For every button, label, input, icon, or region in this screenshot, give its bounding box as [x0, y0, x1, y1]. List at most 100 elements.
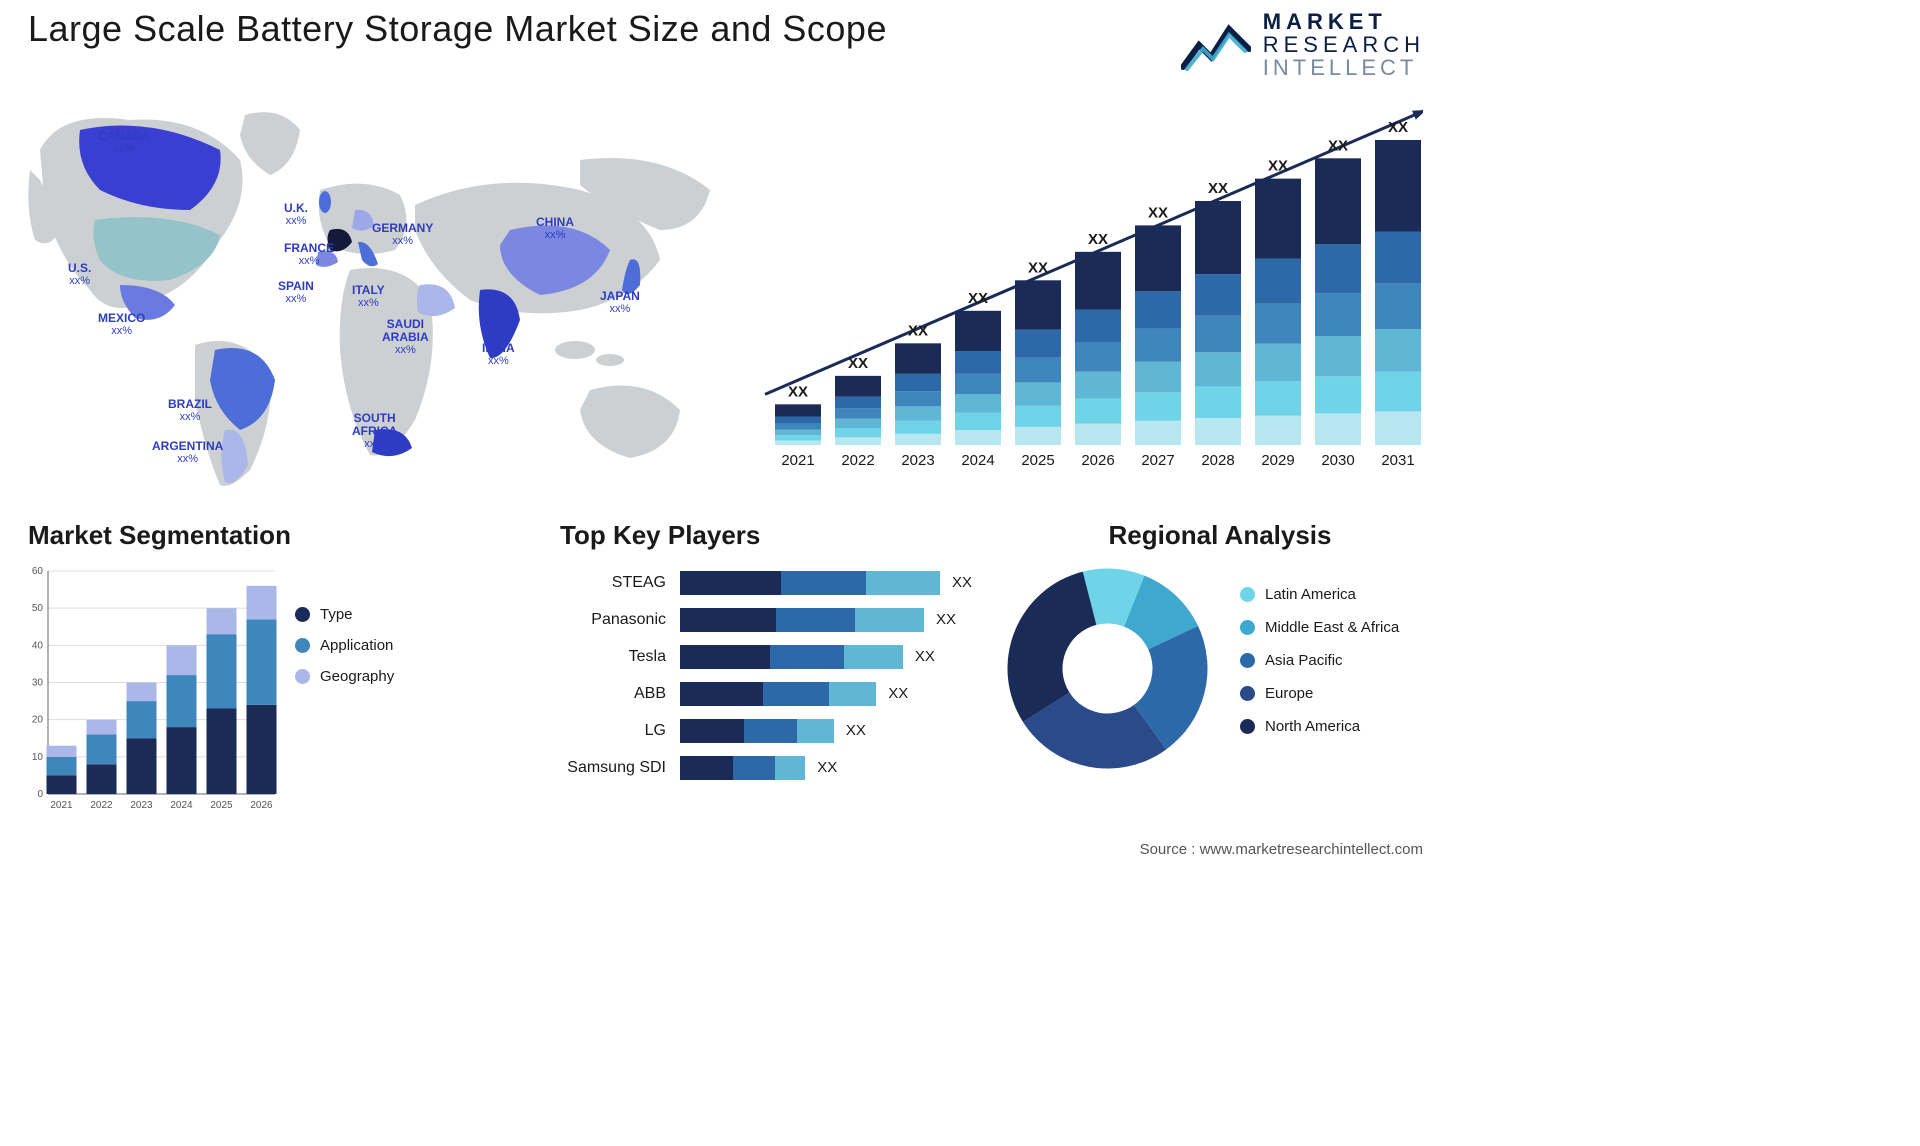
player-value: XX: [846, 722, 866, 739]
svg-text:10: 10: [32, 752, 44, 763]
player-bar-segment: [680, 719, 744, 743]
player-bar: [680, 719, 834, 743]
svg-text:XX: XX: [1328, 137, 1348, 154]
legend-label: Type: [320, 606, 353, 623]
svg-text:60: 60: [32, 566, 44, 577]
svg-text:0: 0: [37, 789, 43, 800]
regional-legend-item: Middle East & Africa: [1240, 619, 1399, 636]
player-bar-segment: [776, 608, 856, 632]
player-bar-segment: [744, 719, 797, 743]
svg-text:2025: 2025: [1021, 452, 1054, 469]
svg-text:2021: 2021: [781, 452, 814, 469]
legend-label: Application: [320, 637, 393, 654]
segmentation-section: Market Segmentation 01020304050602021202…: [20, 520, 450, 816]
svg-text:2025: 2025: [210, 800, 233, 811]
map-label-italy: ITALYxx%: [352, 284, 385, 309]
player-bar-segment: [775, 756, 805, 780]
player-name: Panasonic: [560, 611, 680, 629]
svg-text:XX: XX: [788, 383, 808, 400]
regional-donut-chart: [1000, 561, 1215, 776]
player-row: Panasonic XX: [560, 606, 980, 633]
legend-label: Asia Pacific: [1265, 652, 1343, 669]
player-bar-segment: [797, 719, 834, 743]
player-bar: [680, 571, 940, 595]
map-label-safrica: SOUTHAFRICAxx%: [352, 412, 397, 450]
player-value: XX: [817, 759, 837, 776]
player-row: LG XX: [560, 717, 980, 744]
seg-legend-item: Geography: [295, 668, 394, 685]
regional-legend-item: Europe: [1240, 685, 1399, 702]
svg-text:2030: 2030: [1321, 452, 1354, 469]
svg-text:XX: XX: [968, 290, 988, 307]
player-bar-segment: [763, 682, 829, 706]
map-label-japan: JAPANxx%: [600, 290, 640, 315]
regional-legend: Latin America Middle East & Africa Asia Pa…: [1240, 586, 1399, 751]
legend-swatch: [1240, 686, 1255, 701]
svg-text:XX: XX: [1388, 119, 1408, 136]
map-label-germany: GERMANYxx%: [372, 222, 433, 247]
map-label-france: FRANCExx%: [284, 242, 334, 267]
segmentation-legend: Type Application Geography: [295, 606, 394, 816]
svg-text:2024: 2024: [961, 452, 994, 469]
player-row: TeslaXX: [560, 643, 980, 670]
legend-label: Europe: [1265, 685, 1313, 702]
regional-legend-item: Asia Pacific: [1240, 652, 1399, 669]
source-attribution: Source : www.marketresearchintellect.com: [1140, 841, 1423, 858]
regional-legend-item: Latin America: [1240, 586, 1399, 603]
player-name: STEAG: [560, 574, 680, 592]
svg-text:XX: XX: [1268, 158, 1288, 175]
player-bar-segment: [844, 645, 902, 669]
segmentation-chart: 0102030405060202120222023202420252026: [20, 561, 280, 816]
forecast-bar-chart: XX2021XX2022XX2023XX2024XX2025XX2026XX20…: [753, 100, 1423, 475]
svg-text:XX: XX: [1088, 231, 1108, 248]
svg-text:30: 30: [32, 678, 44, 689]
player-bar: [680, 608, 924, 632]
legend-label: North America: [1265, 718, 1360, 735]
map-label-china: CHINAxx%: [536, 216, 574, 241]
player-value: XX: [888, 685, 908, 702]
player-value: XX: [952, 574, 972, 591]
map-label-uk: U.K.xx%: [284, 202, 308, 227]
svg-text:50: 50: [32, 603, 44, 614]
player-bar-segment: [770, 645, 844, 669]
svg-text:20: 20: [32, 715, 44, 726]
map-label-canada: CANADAxx%: [98, 130, 150, 155]
legend-swatch: [1240, 653, 1255, 668]
map-label-brazil: BRAZILxx%: [168, 398, 212, 423]
svg-text:XX: XX: [848, 355, 868, 372]
svg-text:2026: 2026: [250, 800, 273, 811]
svg-text:XX: XX: [1208, 180, 1228, 197]
player-bar: [680, 645, 903, 669]
map-label-mexico: MEXICOxx%: [98, 312, 145, 337]
player-value: XX: [915, 648, 935, 665]
svg-text:2027: 2027: [1141, 452, 1174, 469]
player-bar-segment: [855, 608, 924, 632]
player-value: XX: [936, 611, 956, 628]
svg-text:2024: 2024: [170, 800, 193, 811]
player-bar-segment: [866, 571, 940, 595]
player-row: STEAG XX: [560, 569, 980, 596]
svg-text:40: 40: [32, 640, 44, 651]
svg-text:2022: 2022: [90, 800, 113, 811]
map-label-saudi: SAUDIARABIAxx%: [382, 318, 429, 356]
seg-legend-item: Application: [295, 637, 394, 654]
legend-swatch: [295, 607, 310, 622]
svg-text:2029: 2029: [1261, 452, 1294, 469]
map-label-us: U.S.xx%: [68, 262, 91, 287]
player-bar-segment: [680, 571, 781, 595]
regional-section: Regional Analysis Latin America Middle Ea…: [1000, 520, 1440, 776]
player-name: LG: [560, 722, 680, 740]
player-bar-segment: [680, 682, 763, 706]
brand-logo: MARKET RESEARCH INTELLECT: [1181, 10, 1425, 79]
svg-text:2023: 2023: [130, 800, 153, 811]
player-bar-segment: [829, 682, 877, 706]
svg-text:XX: XX: [1028, 259, 1048, 276]
legend-swatch: [1240, 719, 1255, 734]
legend-label: Geography: [320, 668, 394, 685]
svg-text:2023: 2023: [901, 452, 934, 469]
segmentation-title: Market Segmentation: [28, 520, 450, 551]
player-bar-segment: [781, 571, 866, 595]
regional-title: Regional Analysis: [1000, 520, 1440, 551]
world-map: CANADAxx%U.S.xx%MEXICOxx%BRAZILxx%ARGENT…: [20, 90, 720, 495]
players-section: Top Key Players STEAGXXPanasonicXXTeslaX…: [560, 520, 980, 791]
